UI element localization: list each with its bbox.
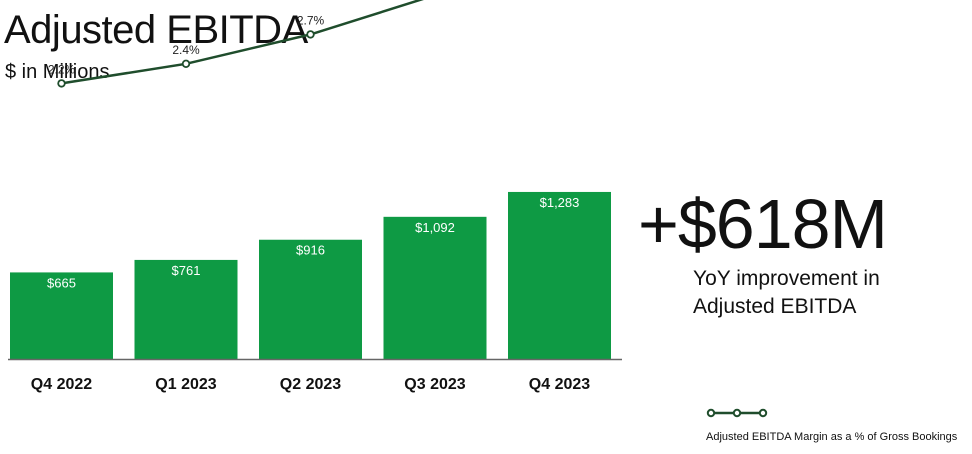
x-tick-label: Q1 2023 — [155, 376, 216, 393]
margin-line-layer: 2.2%2.4%2.7%3.1%3.4% — [48, 0, 424, 88]
margin-point — [306, 30, 315, 39]
margin-value-label: 2.4% — [172, 43, 200, 57]
x-tick-label: Q2 2023 — [280, 376, 341, 393]
x-tick-label: Q4 2022 — [31, 376, 92, 393]
bar — [10, 272, 113, 359]
bar — [508, 191, 611, 359]
x-tick-label: Q4 2023 — [529, 376, 590, 393]
x-tick-label: Q3 2023 — [404, 376, 465, 393]
improvement-description: YoY improvement in Adjusted EBITDA — [693, 267, 880, 318]
bar — [383, 216, 487, 359]
margin-value-label: 2.7% — [297, 13, 325, 27]
x-tick-labels: Q4 2022 Q1 2023 Q2 2023 Q3 2023 Q4 2023 — [31, 376, 590, 393]
bar-value-label: $761 — [172, 263, 201, 278]
bar — [259, 239, 362, 359]
bars-layer: $665 $761 $916 $1,092 $1,283 — [10, 191, 611, 359]
margin-point — [181, 59, 191, 68]
legend-label: Adjusted EBITDA Margin as a % of Gross B… — [706, 431, 958, 443]
bar — [134, 259, 238, 359]
margin-value-label: 2.2% — [48, 62, 76, 76]
bar-value-label: $1,283 — [540, 195, 580, 210]
bar-value-label: $1,092 — [415, 220, 455, 235]
bar-value-label: $916 — [296, 243, 325, 258]
legend-line-marker-icon — [706, 408, 768, 418]
chart-title: Adjusted EBITDA — [4, 8, 308, 52]
chart-subtitle: $ in Millions — [5, 61, 110, 83]
bar-value-label: $665 — [47, 275, 76, 290]
improvement-value: +$618M — [638, 185, 888, 263]
ebitda-chart: $665$761$916$1,092$1,283 2.2%2.4%2.7%3.1… — [8, 0, 622, 393]
margin-point — [57, 79, 66, 88]
